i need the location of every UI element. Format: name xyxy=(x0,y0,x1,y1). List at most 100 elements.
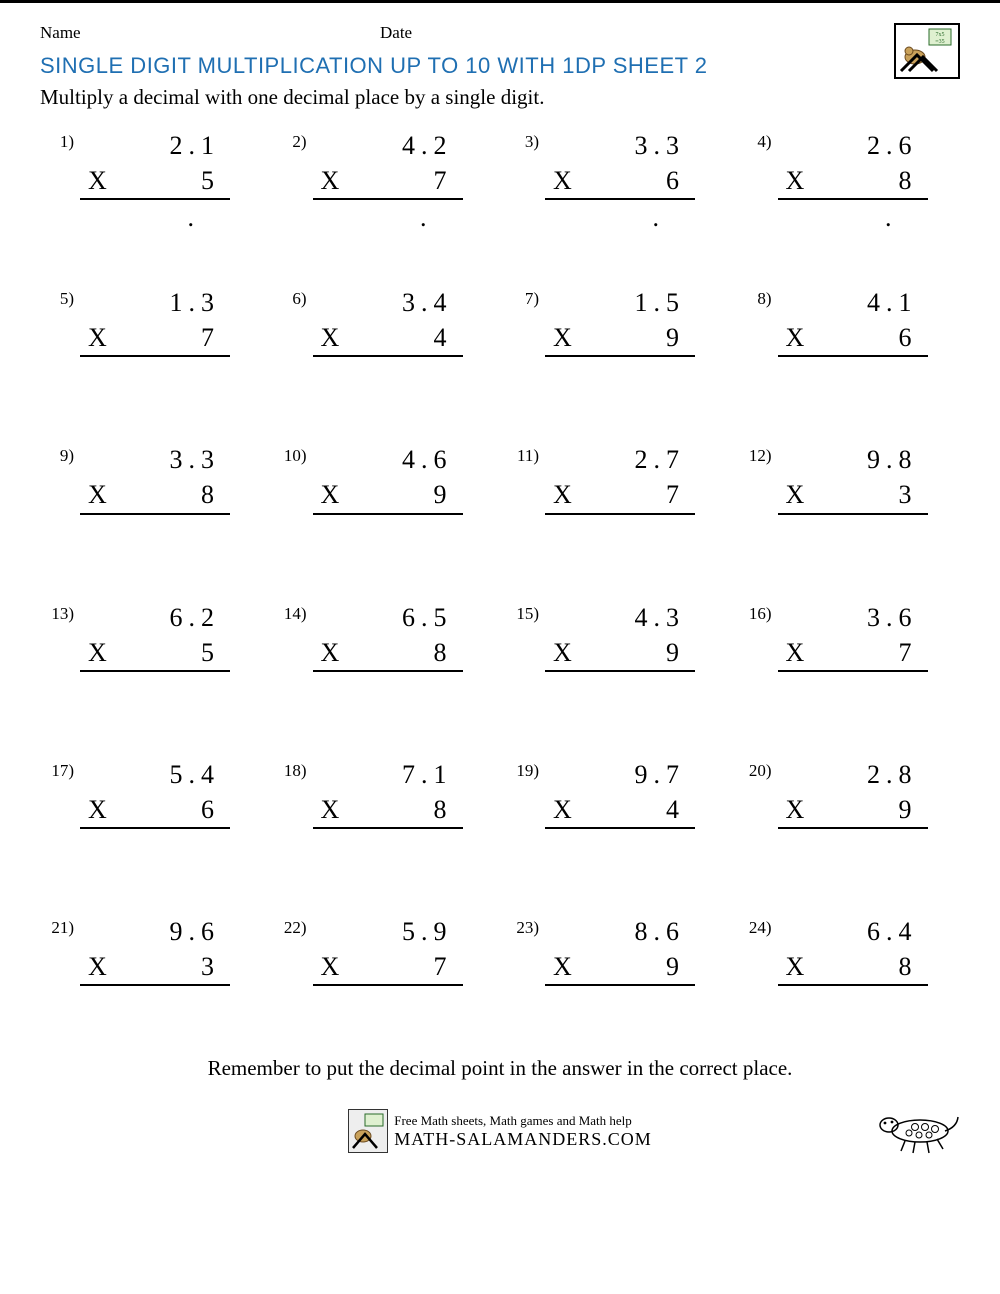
problem-number: 21) xyxy=(40,914,80,938)
multiplicand: 1.5 xyxy=(545,285,695,320)
footer: Free Math sheets, Math games and Math he… xyxy=(40,1101,960,1161)
problem: 1)2.1X5. xyxy=(40,128,263,230)
problem-number: 15) xyxy=(505,600,545,624)
problem-body: 3.4X4 xyxy=(313,285,463,387)
multiplicand: 4.2 xyxy=(313,128,463,163)
multiplier-row: X9 xyxy=(778,792,928,829)
problem-number: 11) xyxy=(505,442,545,466)
problem-number: 23) xyxy=(505,914,545,938)
multiplier-row: X8 xyxy=(80,477,230,514)
problem-number: 16) xyxy=(738,600,778,624)
problem-number: 14) xyxy=(273,600,313,624)
multiplier-row: X5 xyxy=(80,635,230,672)
multiplier-row: X7 xyxy=(313,949,463,986)
answer-space xyxy=(80,986,230,1016)
multiplier: 7 xyxy=(434,163,453,198)
multiplier-row: X8 xyxy=(313,635,463,672)
operator: X xyxy=(321,477,340,512)
problem-number: 4) xyxy=(738,128,778,152)
multiplicand: 2.8 xyxy=(778,757,928,792)
multiplier-row: X6 xyxy=(545,163,695,200)
problem-number: 22) xyxy=(273,914,313,938)
problem: 14)6.5X8 xyxy=(273,600,496,702)
reminder-text: Remember to put the decimal point in the… xyxy=(40,1056,960,1081)
multiplicand: 6.2 xyxy=(80,600,230,635)
answer-space: . xyxy=(778,200,928,230)
answer-space xyxy=(778,672,928,702)
multiplier-row: X9 xyxy=(545,635,695,672)
multiplicand: 2.1 xyxy=(80,128,230,163)
answer-space: . xyxy=(80,200,230,230)
problem-body: 4.3X9 xyxy=(545,600,695,702)
problem-body: 1.3X7 xyxy=(80,285,230,387)
operator: X xyxy=(786,320,805,355)
worksheet-title: SINGLE DIGIT MULTIPLICATION UP TO 10 WIT… xyxy=(40,53,960,79)
problem-number: 2) xyxy=(273,128,313,152)
multiplier: 3 xyxy=(201,949,220,984)
operator: X xyxy=(553,792,572,827)
name-label: Name xyxy=(40,23,380,43)
multiplicand: 1.3 xyxy=(80,285,230,320)
problem: 19)9.7X4 xyxy=(505,757,728,859)
answer-space xyxy=(313,829,463,859)
operator: X xyxy=(553,320,572,355)
multiplier: 9 xyxy=(666,949,685,984)
problem-body: 6.4X8 xyxy=(778,914,928,1016)
multiplier-row: X4 xyxy=(545,792,695,829)
problem-body: 7.1X8 xyxy=(313,757,463,859)
multiplier: 7 xyxy=(899,635,918,670)
multiplier-row: X5 xyxy=(80,163,230,200)
multiplier: 8 xyxy=(201,477,220,512)
svg-text:=35: =35 xyxy=(935,39,944,45)
problem-body: 2.1X5. xyxy=(80,128,230,230)
problem-number: 1) xyxy=(40,128,80,152)
multiplier: 4 xyxy=(434,320,453,355)
problems-grid: 1)2.1X5.2)4.2X7.3)3.3X6.4)2.6X8.5)1.3X76… xyxy=(40,128,960,1016)
multiplicand: 2.7 xyxy=(545,442,695,477)
problem: 10)4.6X9 xyxy=(273,442,496,544)
problem-number: 7) xyxy=(505,285,545,309)
svg-text:7x5: 7x5 xyxy=(936,32,945,38)
operator: X xyxy=(88,949,107,984)
answer-space xyxy=(313,986,463,1016)
operator: X xyxy=(553,949,572,984)
operator: X xyxy=(88,320,107,355)
problem-body: 9.7X4 xyxy=(545,757,695,859)
multiplier-row: X3 xyxy=(80,949,230,986)
problem-number: 12) xyxy=(738,442,778,466)
problem-number: 24) xyxy=(738,914,778,938)
multiplier: 9 xyxy=(666,635,685,670)
multiplier: 9 xyxy=(666,320,685,355)
operator: X xyxy=(786,635,805,670)
multiplier: 8 xyxy=(434,635,453,670)
problem: 15)4.3X9 xyxy=(505,600,728,702)
multiplicand: 7.1 xyxy=(313,757,463,792)
brand-logo: 7x5 =35 xyxy=(894,23,960,79)
header-row: Name Date xyxy=(40,23,960,43)
operator: X xyxy=(786,792,805,827)
answer-space xyxy=(80,829,230,859)
answer-space xyxy=(778,829,928,859)
answer-space xyxy=(778,357,928,387)
multiplicand: 9.7 xyxy=(545,757,695,792)
problem: 22)5.9X7 xyxy=(273,914,496,1016)
problem-body: 2.8X9 xyxy=(778,757,928,859)
problem-number: 17) xyxy=(40,757,80,781)
operator: X xyxy=(786,477,805,512)
multiplier: 6 xyxy=(666,163,685,198)
multiplier: 8 xyxy=(899,163,918,198)
problem-body: 1.5X 9 xyxy=(545,285,695,387)
multiplier-row: X8 xyxy=(313,792,463,829)
date-label: Date xyxy=(380,23,960,43)
worksheet-page: Name Date 7x5 =35 SINGLE DIGIT MULTIPLIC… xyxy=(0,0,1000,1181)
answer-space: . xyxy=(313,200,463,230)
operator: X xyxy=(321,163,340,198)
problem-number: 9) xyxy=(40,442,80,466)
problem: 6)3.4X4 xyxy=(273,285,496,387)
multiplicand: 4.3 xyxy=(545,600,695,635)
problem: 16)3.6X7 xyxy=(738,600,961,702)
problem-body: 6.2X5 xyxy=(80,600,230,702)
operator: X xyxy=(553,635,572,670)
multiplier-row: X7 xyxy=(80,320,230,357)
problem-body: 6.5X8 xyxy=(313,600,463,702)
